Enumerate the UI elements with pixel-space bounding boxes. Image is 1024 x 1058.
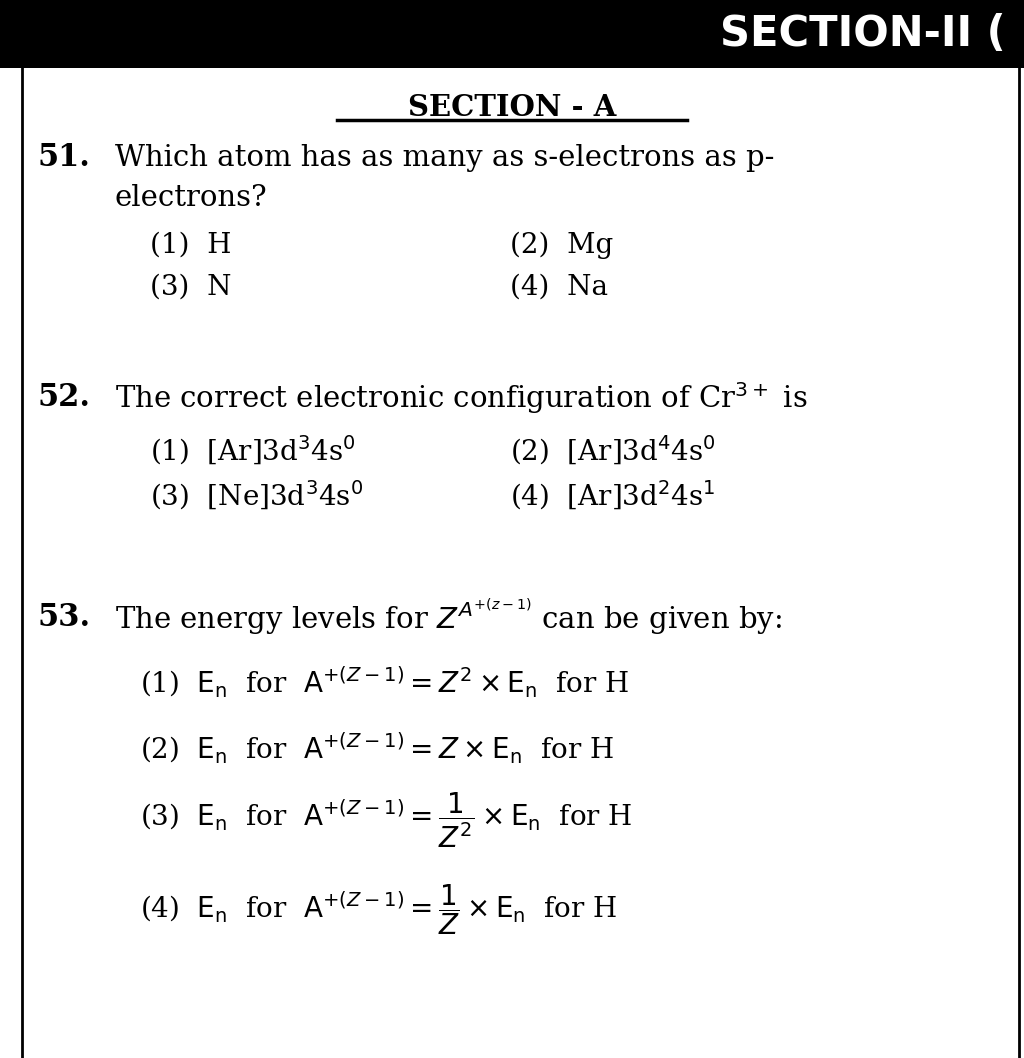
Text: (2)  [Ar]3d$^4$4s$^0$: (2) [Ar]3d$^4$4s$^0$ — [510, 433, 716, 467]
Text: (4)  Na: (4) Na — [510, 274, 608, 300]
Text: electrons?: electrons? — [115, 184, 267, 212]
Text: (1)  $\mathrm{E_n}$  for  $\mathrm{A}^{+(Z-1)}=Z^2\times\mathrm{E_n}$  for H: (1) $\mathrm{E_n}$ for $\mathrm{A}^{+(Z-… — [140, 664, 629, 699]
Text: 52.: 52. — [38, 383, 91, 414]
Text: SECTION - A: SECTION - A — [408, 93, 616, 123]
Text: (3)  N: (3) N — [150, 274, 231, 300]
Text: (4)  $\mathrm{E_n}$  for  $\mathrm{A}^{+(Z-1)}=\dfrac{1}{Z}\times\mathrm{E_n}$  : (4) $\mathrm{E_n}$ for $\mathrm{A}^{+(Z-… — [140, 882, 617, 937]
Text: (2)  $\mathrm{E_n}$  for  $\mathrm{A}^{+(Z-1)}=Z\times\mathrm{E_n}$  for H: (2) $\mathrm{E_n}$ for $\mathrm{A}^{+(Z-… — [140, 730, 613, 766]
Text: (1)  [Ar]3d$^3$4s$^0$: (1) [Ar]3d$^3$4s$^0$ — [150, 433, 356, 467]
Text: 53.: 53. — [38, 602, 91, 633]
Text: (1)  H: (1) H — [150, 232, 231, 258]
Text: Which atom has as many as s-electrons as p-: Which atom has as many as s-electrons as… — [115, 144, 774, 172]
Bar — [0, 0, 1024, 68]
Text: SECTION-II (: SECTION-II ( — [720, 13, 1006, 55]
Text: (3)  [Ne]3d$^3$4s$^0$: (3) [Ne]3d$^3$4s$^0$ — [150, 478, 364, 512]
Text: The energy levels for $Z^{A^{+(z-1)}}$ can be given by:: The energy levels for $Z^{A^{+(z-1)}}$ c… — [115, 597, 782, 637]
Text: (2)  Mg: (2) Mg — [510, 232, 613, 258]
Text: The correct electronic configuration of Cr$^{3+}$ is: The correct electronic configuration of … — [115, 380, 808, 416]
Text: (3)  $\mathrm{E_n}$  for  $\mathrm{A}^{+(Z-1)}=\dfrac{1}{Z^2}\times\mathrm{E_n}$: (3) $\mathrm{E_n}$ for $\mathrm{A}^{+(Z-… — [140, 790, 633, 850]
Text: (4)  [Ar]3d$^2$4s$^1$: (4) [Ar]3d$^2$4s$^1$ — [510, 478, 716, 512]
Text: 51.: 51. — [38, 143, 91, 174]
